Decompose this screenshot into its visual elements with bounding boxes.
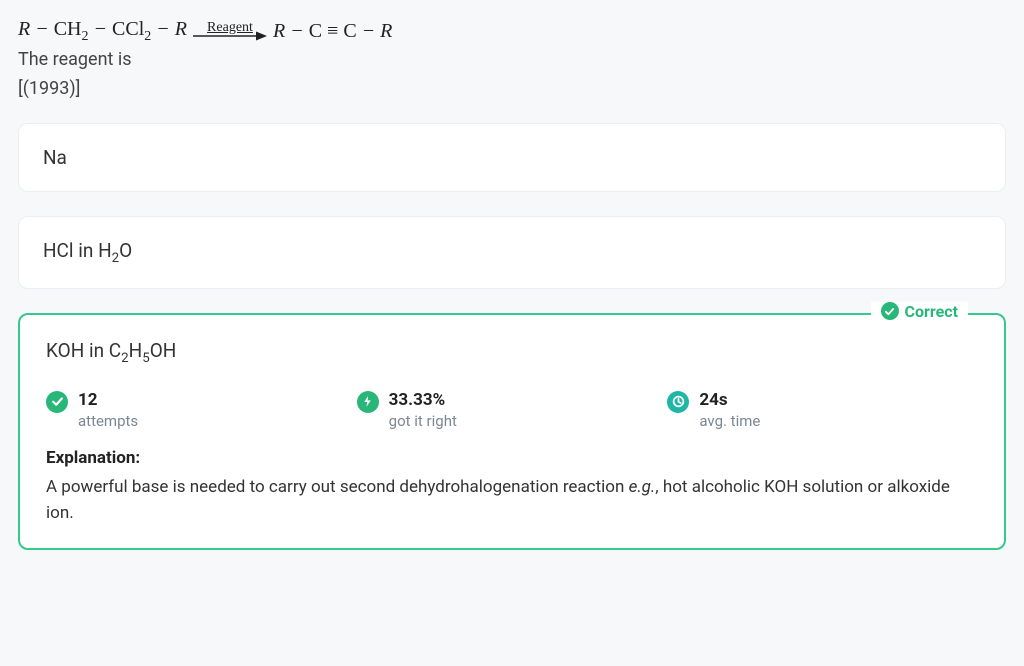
question-prompt: The reagent is — [18, 49, 1006, 70]
option-b-text: HCl in H2O — [43, 239, 132, 262]
arrow-icon — [193, 29, 267, 43]
clock-icon — [667, 391, 689, 413]
question-year: [(1993)] — [18, 78, 1006, 99]
sub: 2 — [82, 29, 89, 44]
sub: 5 — [142, 351, 149, 366]
txt: OH — [150, 339, 177, 362]
avgtime-label: avg. time — [699, 412, 760, 430]
reactant-part: R − CH2 − CCl2 − R — [18, 18, 187, 40]
option-c-text: KOH in C2H5OH — [46, 339, 978, 366]
sub: 2 — [112, 251, 119, 266]
avgtime-value: 24s — [699, 390, 760, 410]
txt: HCl in H — [43, 239, 112, 262]
eg: e.g. — [629, 477, 656, 497]
stat-avgtime: 24s avg. time — [667, 390, 978, 430]
gotright-value: 33.33% — [389, 390, 457, 410]
option-a[interactable]: Na — [18, 123, 1006, 192]
attempts-value: 12 — [78, 390, 138, 410]
sub: 2 — [121, 351, 128, 366]
txt: O — [119, 239, 132, 262]
txt: A powerful base is needed to carry out s… — [46, 477, 629, 497]
option-c-correct[interactable]: Correct KOH in C2H5OH 12 attempts 33.33%… — [18, 313, 1006, 550]
txt: H — [129, 339, 143, 362]
correct-badge: Correct — [871, 302, 968, 321]
correct-label: Correct — [905, 302, 958, 321]
reaction-equation: R − CH2 − CCl2 − R Reagent R − C ≡ C − R — [18, 18, 1006, 45]
reaction-arrow: Reagent — [193, 21, 267, 43]
gotright-label: got it right — [389, 412, 457, 430]
stats-row: 12 attempts 33.33% got it right 24s avg.… — [46, 390, 978, 430]
explanation-text: A powerful base is needed to carry out s… — [46, 474, 978, 527]
check-circle-icon — [46, 391, 68, 413]
attempts-label: attempts — [78, 412, 138, 430]
sub: 2 — [144, 29, 151, 44]
txt: KOH in C — [46, 339, 121, 362]
explanation-title: Explanation: — [46, 448, 978, 468]
bolt-icon — [357, 391, 379, 413]
check-icon — [881, 302, 899, 320]
option-b[interactable]: HCl in H2O — [18, 216, 1006, 289]
stat-gotright: 33.33% got it right — [357, 390, 668, 430]
option-a-text: Na — [43, 146, 67, 169]
stat-attempts: 12 attempts — [46, 390, 357, 430]
reactant: R − CH2 − CCl2 − R — [18, 18, 187, 45]
product: R − C ≡ C − R — [273, 20, 392, 43]
question-block: R − CH2 − CCl2 − R Reagent R − C ≡ C − R… — [18, 18, 1006, 99]
